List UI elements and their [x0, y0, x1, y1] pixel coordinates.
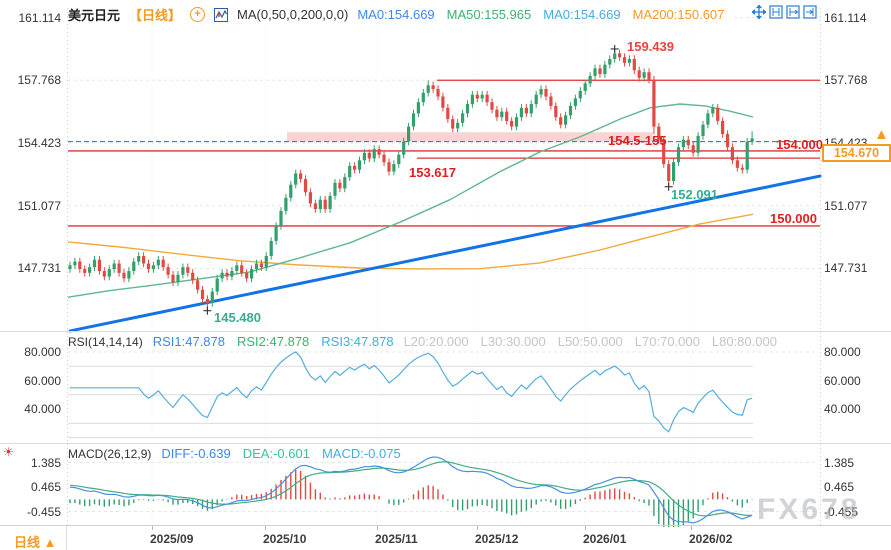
axis-label: 0.465 [30, 480, 61, 495]
indicator-value: MA0:154.669 [357, 7, 435, 22]
ma-settings-label: MA(0,50,0,200,0,0) [237, 7, 349, 22]
indicator-value: L30:30.000 [480, 334, 546, 349]
axis-label: 147.731 [824, 261, 868, 276]
peak-price-label: 159.439 [627, 39, 674, 54]
indicator-value: MA200:150.607 [632, 7, 725, 22]
month-label: 2026/01 [583, 532, 627, 546]
sep-low-price-label: 145.480 [214, 310, 261, 325]
axis-label: 154.423 [17, 136, 61, 150]
macd-panel-header: MACD(26,12,9) DIFF:-0.639 DEA:-0.601 MACD:… [68, 445, 409, 462]
add-indicator-icon[interactable]: + [190, 7, 206, 22]
month-tick [152, 526, 153, 530]
indicator-value: L50:50.000 [557, 334, 623, 349]
month-label: 2025/09 [150, 532, 194, 546]
time-axis-bar: 日线 ▲ 2025/09 2025/10 2025/11 2025/12 2026/01… [0, 525, 891, 550]
indicator-value: MA0:154.669 [543, 7, 621, 22]
macd-values: DIFF:-0.639 DEA:-0.601 MACD:-0.075 [161, 446, 400, 461]
indicator-value: RSI3:47.878 [321, 334, 394, 349]
current-price-tag: 154.670 [822, 144, 891, 162]
month-tick [265, 526, 266, 530]
rsi-values: RSI1:47.878 RSI2:47.878 RSI3:47.878 [153, 334, 394, 349]
month-label: 2026/02 [689, 532, 733, 546]
indicator-value: L80:80.000 [711, 334, 777, 349]
pan-left-icon[interactable] [786, 5, 800, 19]
support-153617-label: 153.617 [409, 165, 456, 180]
month-tick [377, 526, 378, 530]
indicator-value: DEA:-0.601 [242, 446, 310, 461]
axis-label: 151.077 [17, 198, 61, 213]
month-label: 2025/12 [475, 532, 519, 546]
zoom-x-axis-icon[interactable] [769, 5, 783, 19]
ma-values: MA0:154.669 MA50:155.965 MA0:154.669 MA200:… [357, 7, 724, 22]
indicator-value: MA50:155.965 [446, 7, 532, 22]
level-150000-label: 150.000 [770, 211, 817, 226]
rsi-title: RSI(14,14,14) [68, 334, 143, 349]
axis-label: 147.731 [17, 261, 61, 276]
month-label: 2025/11 [375, 532, 418, 546]
indicator-value: MACD:-0.075 [321, 446, 401, 461]
symbol-title: 美元日元 [68, 8, 121, 23]
axis-label: 0.465 [824, 480, 855, 495]
jump-to-latest-icon[interactable] [803, 5, 817, 19]
month-tick [585, 526, 586, 530]
rsi-guide-levels: L20:20.000 L30:30.000 L50:50.000 L70:70.000… [404, 334, 777, 349]
axis-label: 1.385 [824, 455, 855, 470]
period-selector[interactable]: 日线 ▲ [14, 535, 57, 550]
axis-label: 40.000 [24, 402, 61, 417]
axis-label: 60.000 [24, 373, 61, 388]
macd-settings-icon[interactable]: ☀ [3, 445, 14, 459]
indicator-value: L70:70.000 [634, 334, 700, 349]
axis-label: 151.077 [824, 198, 868, 213]
chart-header: 美元日元 【日线】 + MA(0,50,0,200,0,0) MA0:154.6… [68, 3, 733, 26]
axis-label: 157.768 [824, 73, 868, 88]
axis-label: 1.385 [30, 455, 61, 470]
axis-separator [66, 526, 67, 550]
price-up-arrow-icon: ▲ [874, 126, 889, 143]
axis-label: 80.000 [24, 345, 61, 359]
chart-toolbar [752, 5, 817, 19]
axis-label: 161.114 [824, 10, 867, 25]
axis-label: 80.000 [824, 345, 861, 359]
indicator-value: RSI2:47.878 [237, 334, 310, 349]
axis-label: 40.000 [824, 402, 861, 417]
axis-label: 60.000 [824, 373, 861, 388]
period-tag: 【日线】 [129, 8, 182, 23]
resistance-zone-label: 154.5-155 [608, 133, 667, 148]
axis-label: -0.455 [26, 504, 61, 519]
axis-label: 161.114 [18, 10, 62, 25]
jan-low-price-label: 152.091 [671, 187, 718, 202]
crosshair-move-icon[interactable] [752, 5, 766, 19]
axis-label: 157.768 [17, 73, 61, 88]
axis-label: -0.455 [824, 504, 859, 519]
month-tick [477, 526, 478, 530]
level-154000-label: 154.000 [776, 137, 823, 152]
indicator-value: RSI1:47.878 [152, 334, 225, 349]
rsi-panel-header: RSI(14,14,14) RSI1:47.878 RSI2:47.878 RSI3… [68, 333, 785, 350]
kline-chart-icon[interactable] [214, 7, 229, 22]
month-label: 2025/10 [263, 532, 307, 546]
indicator-value: L20:20.000 [403, 334, 469, 349]
month-tick [691, 526, 692, 530]
macd-title: MACD(26,12,9) [68, 446, 152, 461]
indicator-value: DIFF:-0.639 [161, 446, 231, 461]
